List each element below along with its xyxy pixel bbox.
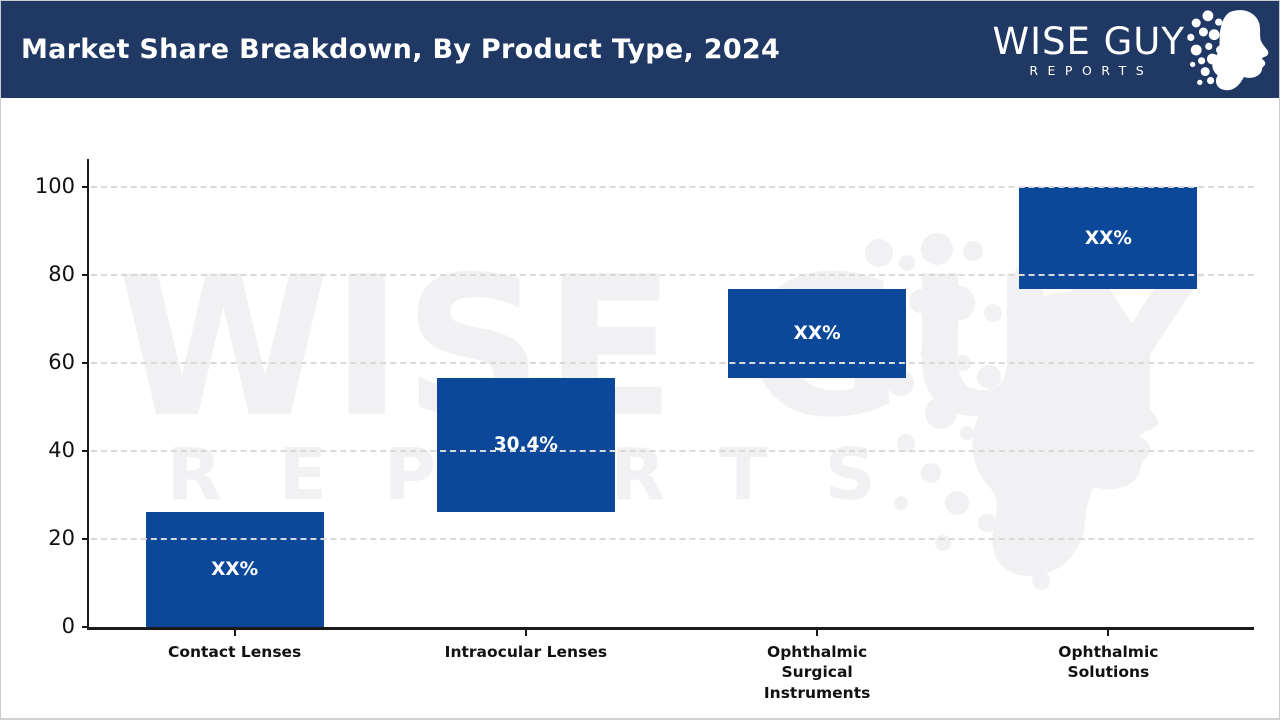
bar-ophthalmic-solutions: XX% (1019, 187, 1198, 290)
header-band: Market Share Breakdown, By Product Type,… (1, 1, 1279, 98)
bar-value-label: XX% (1084, 227, 1132, 249)
y-tick (82, 450, 89, 452)
gridline (91, 274, 1254, 276)
category-label-contact-lenses: Contact Lenses (167, 643, 302, 661)
y-tick-label: 0 (61, 614, 75, 638)
y-tick (82, 186, 89, 188)
logo-wordmark: WISE GUY (992, 20, 1185, 64)
bar-ophthalmic-surgical-instruments: XX% (728, 289, 907, 378)
y-tick (82, 362, 89, 364)
y-tick (82, 274, 89, 276)
bar-value-label: 30.4% (493, 434, 558, 456)
gridline (91, 538, 1254, 540)
x-tick (233, 629, 236, 636)
y-tick-label: 80 (48, 262, 75, 286)
y-tick-label: 100 (34, 174, 75, 198)
gridline (91, 362, 1254, 364)
logo-subtitle: REPORTS (1029, 62, 1154, 78)
y-tick-label: 20 (48, 526, 75, 550)
x-tick (1107, 629, 1110, 636)
bar-intraocular-lenses: 30.4% (436, 377, 615, 512)
gridline (91, 186, 1254, 188)
bar-value-label: XX% (793, 323, 841, 345)
y-tick-label: 60 (48, 350, 75, 374)
logo-text: WISE GUY REPORTS (992, 20, 1185, 78)
category-label-intraocular-lenses: Intraocular Lenses (444, 643, 608, 661)
x-tick (524, 629, 527, 636)
category-label-ophthalmic-surgical-instruments: Ophthalmic Surgical Instruments (763, 643, 871, 702)
y-tick (82, 626, 89, 628)
bar-contact-lenses: XX% (145, 511, 324, 627)
logo-face-dots-icon (1187, 10, 1269, 91)
gridline (91, 450, 1254, 452)
x-tick (816, 629, 819, 636)
x-axis (87, 627, 1254, 630)
wise-guy-reports-logo: WISE GUY REPORTS (993, 5, 1271, 95)
chart-title: Market Share Breakdown, By Product Type,… (21, 34, 781, 65)
y-tick-label: 40 (48, 438, 75, 462)
y-axis (87, 159, 89, 630)
category-label-ophthalmic-solutions: Ophthalmic Solutions (1058, 643, 1159, 682)
bar-value-label: XX% (211, 558, 259, 580)
y-tick (82, 538, 89, 540)
